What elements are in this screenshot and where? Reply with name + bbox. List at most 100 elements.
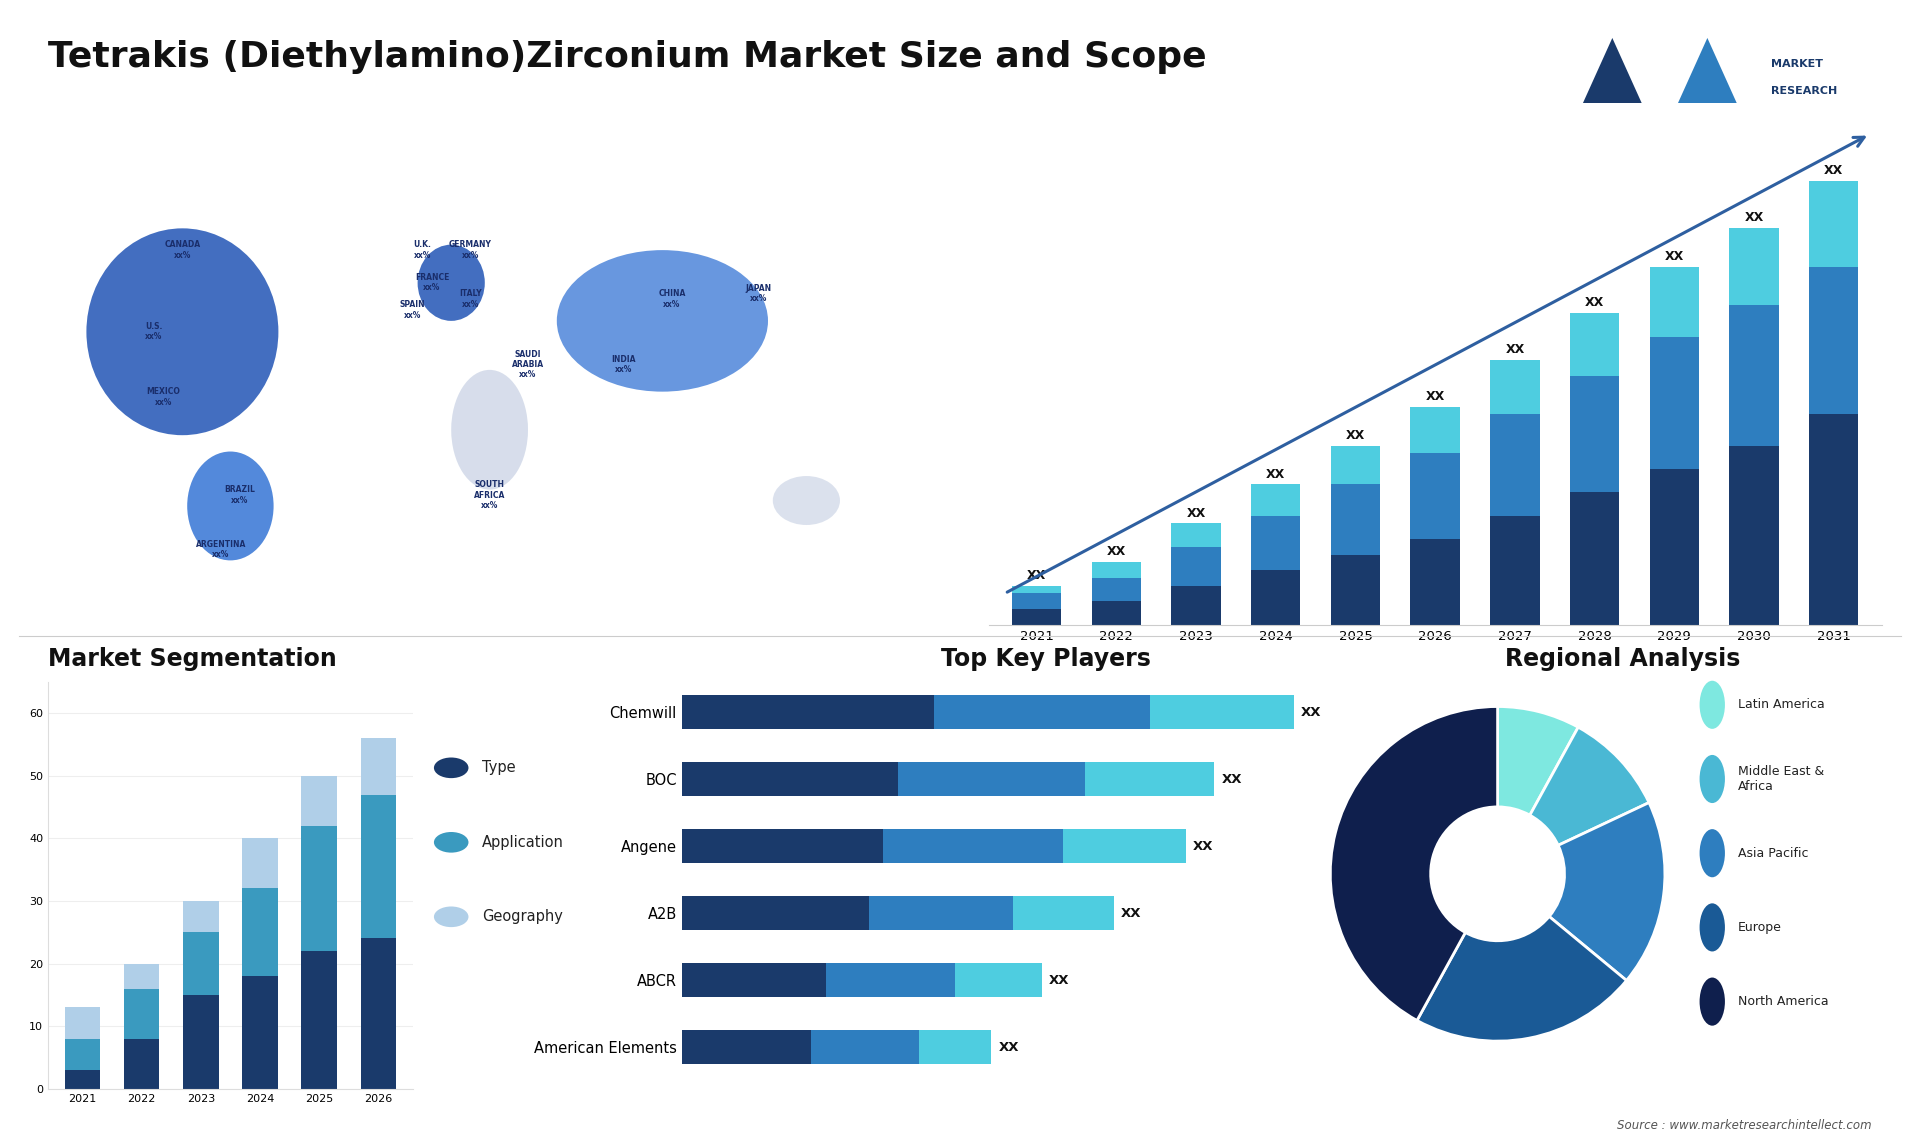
Text: Europe: Europe xyxy=(1738,921,1782,934)
Text: XX: XX xyxy=(1586,297,1605,309)
Bar xyxy=(920,1029,991,1065)
Bar xyxy=(242,976,278,1089)
Circle shape xyxy=(1699,681,1724,729)
Text: Market Segmentation: Market Segmentation xyxy=(48,647,336,672)
Bar xyxy=(65,1038,100,1070)
Bar xyxy=(182,995,219,1089)
Bar xyxy=(1064,829,1185,863)
Bar xyxy=(1092,578,1140,602)
Ellipse shape xyxy=(772,476,841,525)
Text: INDIA
xx%: INDIA xx% xyxy=(612,355,636,374)
Circle shape xyxy=(1699,830,1724,878)
Circle shape xyxy=(1699,755,1724,803)
Bar xyxy=(301,951,338,1089)
Text: SPAIN
xx%: SPAIN xx% xyxy=(399,300,426,320)
Bar xyxy=(1809,415,1859,625)
Text: ITALY
xx%: ITALY xx% xyxy=(459,290,482,308)
Text: XX: XX xyxy=(1745,211,1764,223)
Text: Regional Analysis: Regional Analysis xyxy=(1505,647,1740,672)
Text: XX: XX xyxy=(1106,545,1125,558)
Text: SOUTH
AFRICA
xx%: SOUTH AFRICA xx% xyxy=(474,480,505,510)
Ellipse shape xyxy=(186,452,273,560)
Text: North America: North America xyxy=(1738,995,1828,1008)
Bar xyxy=(897,762,1085,796)
Bar xyxy=(883,829,1064,863)
Bar xyxy=(361,738,396,794)
Bar xyxy=(1809,181,1859,267)
Bar xyxy=(682,829,883,863)
Bar xyxy=(1411,539,1459,625)
Bar xyxy=(1411,407,1459,454)
Bar xyxy=(242,839,278,888)
Text: XX: XX xyxy=(1187,507,1206,519)
Text: RESEARCH: RESEARCH xyxy=(1770,86,1837,96)
Bar xyxy=(1150,694,1294,730)
Text: MARKET: MARKET xyxy=(1770,58,1822,69)
Bar xyxy=(1085,762,1213,796)
Text: XX: XX xyxy=(1302,706,1321,719)
Bar xyxy=(123,1038,159,1089)
Text: XX: XX xyxy=(1048,974,1069,987)
Text: XX: XX xyxy=(1192,840,1213,853)
Bar xyxy=(826,963,954,997)
Wedge shape xyxy=(1530,728,1649,846)
Bar xyxy=(682,963,826,997)
Bar xyxy=(1012,586,1062,594)
Bar xyxy=(810,1029,920,1065)
Ellipse shape xyxy=(86,228,278,435)
Text: Asia Pacific: Asia Pacific xyxy=(1738,847,1809,860)
Text: Geography: Geography xyxy=(482,909,563,925)
Text: Application: Application xyxy=(482,834,564,850)
Bar xyxy=(182,932,219,995)
Bar xyxy=(1571,376,1619,493)
Wedge shape xyxy=(1331,706,1498,1020)
Ellipse shape xyxy=(417,244,484,321)
Polygon shape xyxy=(1565,38,1659,143)
Bar xyxy=(682,694,933,730)
Text: BRAZIL
xx%: BRAZIL xx% xyxy=(225,486,255,504)
Text: Type: Type xyxy=(482,760,516,776)
Wedge shape xyxy=(1498,706,1578,815)
Bar xyxy=(1252,570,1300,625)
Text: XX: XX xyxy=(1425,390,1446,402)
Text: GERMANY
xx%: GERMANY xx% xyxy=(449,241,492,260)
Polygon shape xyxy=(1659,38,1755,143)
Text: XX: XX xyxy=(1121,906,1140,919)
Text: ARGENTINA
xx%: ARGENTINA xx% xyxy=(196,540,246,559)
Bar xyxy=(1331,446,1380,485)
Text: JAPAN
xx%: JAPAN xx% xyxy=(745,284,772,304)
Bar xyxy=(301,776,338,826)
Bar xyxy=(868,896,1014,931)
Text: XX: XX xyxy=(1505,343,1524,356)
Bar xyxy=(1809,267,1859,415)
Bar xyxy=(1730,228,1778,306)
Circle shape xyxy=(1699,978,1724,1026)
Text: XX: XX xyxy=(998,1041,1020,1053)
Text: CANADA
xx%: CANADA xx% xyxy=(165,241,200,260)
Text: XX: XX xyxy=(1346,429,1365,441)
Bar xyxy=(1331,485,1380,555)
Text: INTELLECT: INTELLECT xyxy=(1770,113,1822,123)
Bar xyxy=(682,896,868,931)
Bar xyxy=(682,762,897,796)
Text: XX: XX xyxy=(1824,164,1843,178)
Bar xyxy=(301,826,338,951)
Bar xyxy=(182,901,219,932)
Bar xyxy=(1171,547,1221,586)
Bar xyxy=(1171,586,1221,625)
Bar xyxy=(65,1070,100,1089)
Text: XX: XX xyxy=(1265,468,1284,480)
Circle shape xyxy=(1699,903,1724,951)
Bar xyxy=(1014,896,1114,931)
Bar xyxy=(1171,524,1221,547)
Bar xyxy=(361,939,396,1089)
Text: FRANCE
xx%: FRANCE xx% xyxy=(415,273,449,292)
Text: XX: XX xyxy=(1221,772,1242,785)
Bar xyxy=(954,963,1041,997)
Bar xyxy=(1490,516,1540,625)
Wedge shape xyxy=(1549,802,1665,981)
Text: Middle East &
Africa: Middle East & Africa xyxy=(1738,766,1824,793)
Wedge shape xyxy=(1417,917,1626,1041)
Text: Source : www.marketresearchintellect.com: Source : www.marketresearchintellect.com xyxy=(1617,1120,1872,1132)
Text: U.K.
xx%: U.K. xx% xyxy=(413,241,432,260)
